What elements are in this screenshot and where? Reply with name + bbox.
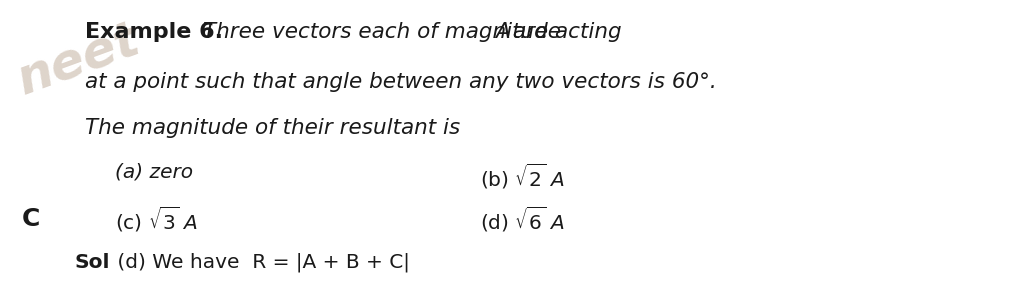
Text: (b) $\sqrt{2}$ $A$: (b) $\sqrt{2}$ $A$ <box>480 162 565 191</box>
Text: Example 6.: Example 6. <box>85 22 223 42</box>
Text: at a point such that angle between any two vectors is 60°.: at a point such that angle between any t… <box>85 72 717 92</box>
Text: neet: neet <box>10 16 146 104</box>
Text: Three vectors each of magnitude: Three vectors each of magnitude <box>203 22 568 42</box>
Text: The magnitude of their resultant is: The magnitude of their resultant is <box>85 118 460 138</box>
Text: A: A <box>495 22 510 42</box>
Text: (d) $\sqrt{6}$ $A$: (d) $\sqrt{6}$ $A$ <box>480 205 565 234</box>
Text: (a) zero: (a) zero <box>115 162 194 181</box>
Text: C: C <box>22 207 40 231</box>
Text: are acting: are acting <box>506 22 622 42</box>
Text: (c) $\sqrt{3}$ $A$: (c) $\sqrt{3}$ $A$ <box>115 205 198 234</box>
Text: (d) We have  R = |A + B + C|: (d) We have R = |A + B + C| <box>111 253 410 273</box>
Text: Sol: Sol <box>75 253 111 272</box>
